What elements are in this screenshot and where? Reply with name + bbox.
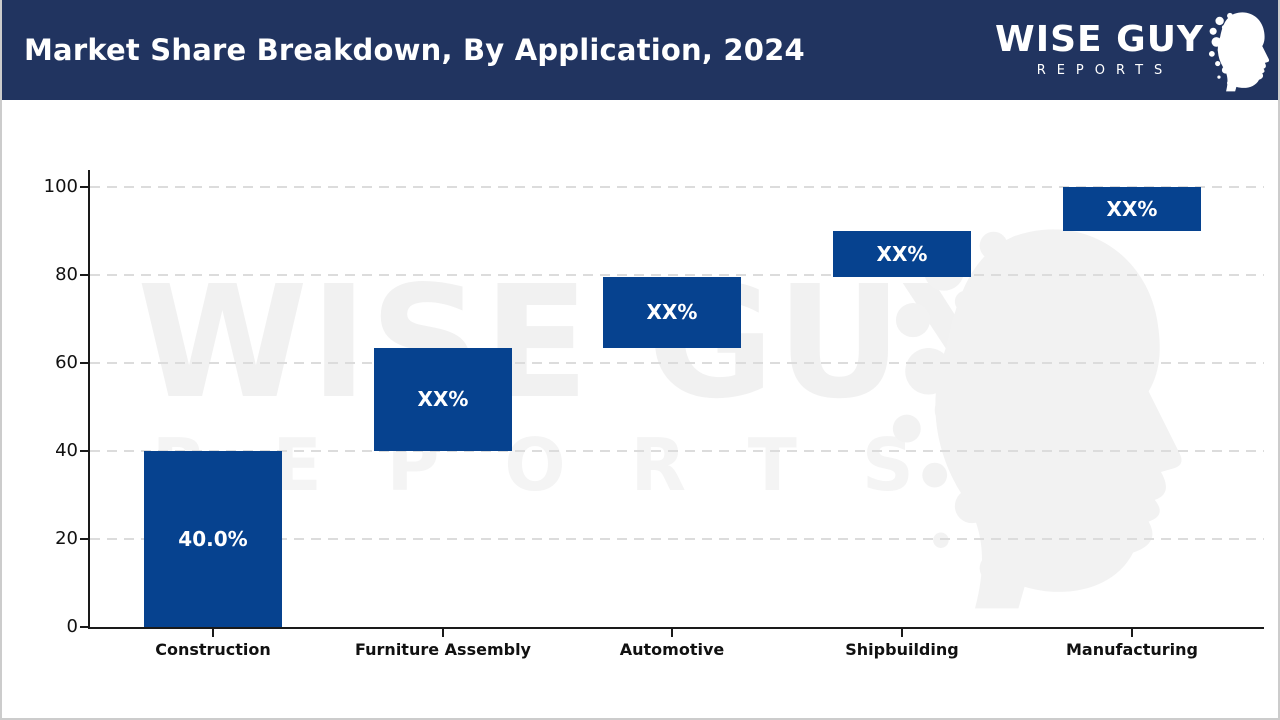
logo-wordmark: WISE GUY — [994, 19, 1204, 60]
y-tick-mark-80 — [80, 274, 88, 276]
x-category-label-2: Automotive — [619, 640, 725, 659]
y-tick-label-0: 0 — [66, 616, 78, 637]
bar-value-label: XX% — [646, 300, 698, 325]
y-tick-label-100: 100 — [43, 176, 78, 197]
watermark-head-icon — [892, 229, 1182, 609]
x-category-label-1: Furniture Assembly — [355, 640, 531, 659]
gridline-80 — [90, 274, 1264, 276]
page-title: Market Share Breakdown, By Application, … — [24, 33, 805, 67]
x-category-label-0: Construction — [155, 640, 271, 659]
wiseguy-logo-text: WISE GUY REPORTS — [994, 19, 1204, 79]
chart-header: Market Share Breakdown, By Application, … — [2, 0, 1278, 100]
y-tick-mark-0 — [80, 626, 88, 628]
bar-furniture-assembly: XX% — [374, 347, 512, 451]
y-tick-mark-100 — [80, 186, 88, 188]
bar-value-label: XX% — [417, 386, 469, 411]
bar-shipbuilding: XX% — [833, 231, 971, 278]
bar-value-label: XX% — [876, 242, 928, 266]
bar-value-label: 40.0% — [178, 527, 248, 551]
watermark-wordmark: WISE GUY — [137, 252, 1019, 433]
x-tick-mark-0 — [212, 629, 214, 637]
gridline-40 — [90, 450, 1264, 452]
x-axis — [88, 627, 1264, 629]
gridline-20 — [90, 538, 1264, 540]
x-tick-mark-1 — [442, 629, 444, 637]
bar-automotive: XX% — [603, 277, 741, 348]
bar-construction: 40.0% — [144, 451, 282, 627]
wiseguy-logo: WISE GUY REPORTS — [995, 8, 1272, 92]
head-profile-icon — [1208, 12, 1270, 92]
y-tick-label-40: 40 — [55, 440, 78, 461]
y-tick-mark-60 — [80, 362, 88, 364]
gridline-100 — [90, 186, 1264, 188]
x-tick-mark-3 — [901, 629, 903, 637]
chart-canvas: WISE GUY REPORTS 0 20 40 60 80 100 40.0% Constr… — [2, 100, 1278, 718]
x-tick-mark-4 — [1131, 629, 1133, 637]
x-category-label-4: Manufacturing — [1066, 640, 1198, 659]
bar-value-label: XX% — [1106, 197, 1158, 221]
x-category-label-3: Shipbuilding — [845, 640, 959, 659]
y-tick-label-60: 60 — [55, 352, 78, 373]
y-tick-label-80: 80 — [55, 264, 78, 285]
bar-manufacturing: XX% — [1063, 187, 1201, 231]
y-tick-mark-20 — [80, 538, 88, 540]
x-tick-mark-2 — [671, 629, 673, 637]
y-tick-mark-40 — [80, 450, 88, 452]
logo-subtitle: REPORTS — [1036, 63, 1174, 78]
y-axis — [88, 170, 90, 629]
y-tick-label-20: 20 — [55, 528, 78, 549]
gridline-60 — [90, 362, 1264, 364]
